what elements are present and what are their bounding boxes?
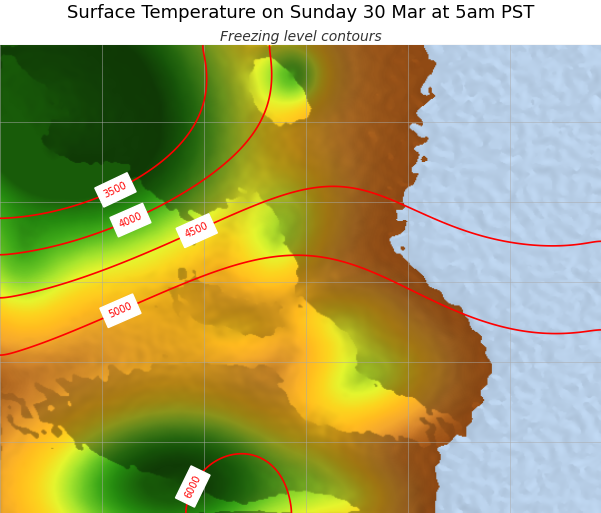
Text: 4500: 4500 [183, 221, 210, 240]
Text: Surface Temperature on Sunday 30 Mar at 5am PST: Surface Temperature on Sunday 30 Mar at … [67, 4, 534, 22]
Text: Freezing level contours: Freezing level contours [219, 30, 382, 44]
Text: 4000: 4000 [117, 210, 144, 230]
Text: 6000: 6000 [183, 473, 203, 500]
Text: 5000: 5000 [107, 301, 133, 320]
Text: 3500: 3500 [102, 180, 129, 200]
